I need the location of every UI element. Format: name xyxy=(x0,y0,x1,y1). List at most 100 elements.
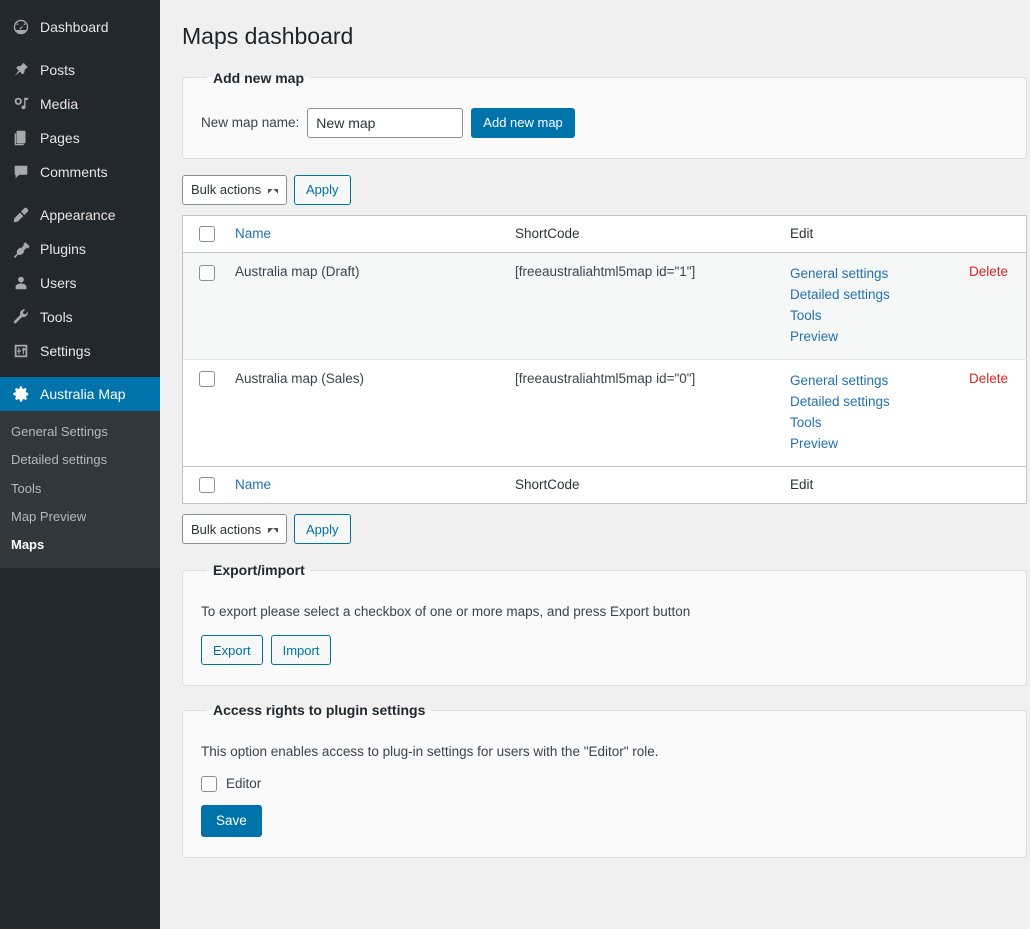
row-select-cell xyxy=(182,252,225,360)
access-rights-legend: Access rights to plugin settings xyxy=(213,702,426,719)
sidebar-subitem-tools[interactable]: Tools xyxy=(11,480,42,496)
row-shortcode: [freeaustraliahtml5map id="1"] xyxy=(505,252,780,360)
sidebar-item-dashboard[interactable]: Dashboard xyxy=(0,10,160,44)
sidebar-divider xyxy=(0,44,160,53)
sidebar-item-australia-map[interactable]: Australia Map xyxy=(0,377,168,411)
sidebar-item-label: Dashboard xyxy=(40,19,109,35)
table-row: Australia map (Sales) [freeaustraliahtml… xyxy=(182,359,1027,467)
editor-checkbox-label: Editor xyxy=(226,776,262,792)
row-link-tools[interactable]: Tools xyxy=(790,308,822,324)
sidebar-item-plugins[interactable]: Plugins xyxy=(0,232,160,266)
apply-button-top[interactable]: Apply xyxy=(294,174,351,205)
sidebar-item-label: Comments xyxy=(40,164,108,180)
column-header-shortcode: ShortCode xyxy=(505,215,780,253)
main-content: Maps dashboard Add new map New map name:… xyxy=(160,0,1030,929)
sidebar-item-label: Tools xyxy=(40,309,73,325)
bulk-actions-select-bottom[interactable]: Bulk actions xyxy=(182,514,287,545)
sidebar-item-posts[interactable]: Posts xyxy=(0,53,160,87)
sidebar-item-pages[interactable]: Pages xyxy=(0,121,160,155)
comments-icon xyxy=(11,162,31,182)
select-all-checkbox-top[interactable] xyxy=(199,226,215,243)
add-new-map-legend: Add new map xyxy=(213,69,305,86)
row-link-preview[interactable]: Preview xyxy=(790,329,839,345)
row-shortcode: [freeaustraliahtml5map id="0"] xyxy=(505,359,780,467)
select-all-checkbox-bottom[interactable] xyxy=(199,477,215,494)
maps-table-body: Australia map (Draft) [freeaustraliahtml… xyxy=(182,252,1027,467)
import-button[interactable]: Import xyxy=(270,635,332,666)
sidebar-item-label: Users xyxy=(40,275,77,291)
media-icon xyxy=(11,94,31,114)
sidebar-item-label: Australia Map xyxy=(40,386,126,402)
access-rights-description: This option enables access to plug-in se… xyxy=(201,744,659,760)
row-name: Australia map (Sales) xyxy=(225,359,505,467)
sidebar-subitem-map-preview[interactable]: Map Preview xyxy=(11,508,87,524)
export-import-buttons: Export Import xyxy=(201,635,1008,666)
admin-sidebar: Dashboard Posts Media Pages Commen xyxy=(0,0,168,929)
table-footer-row: Name ShortCode Edit xyxy=(182,466,1027,504)
sidebar-item-appearance[interactable]: Appearance xyxy=(0,198,160,232)
column-footer-name[interactable]: Name xyxy=(225,466,505,504)
sidebar-item-comments[interactable]: Comments xyxy=(0,155,160,189)
column-footer-edit: Edit xyxy=(780,466,938,504)
sidebar-divider xyxy=(0,189,160,198)
row-select-cell xyxy=(182,359,225,467)
sidebar-divider xyxy=(0,368,160,377)
column-header-edit: Edit xyxy=(780,215,938,253)
add-new-map-button[interactable]: Add new map xyxy=(471,107,575,138)
row-link-preview[interactable]: Preview xyxy=(790,435,839,451)
new-map-name-input[interactable] xyxy=(307,107,464,138)
column-header-name[interactable]: Name xyxy=(225,215,505,253)
row-edit-links: General settings Detailed settings Tools… xyxy=(780,359,938,467)
pin-icon xyxy=(11,60,31,80)
access-rights-panel: Access rights to plugin settings This op… xyxy=(182,702,1027,858)
sidebar-item-tools[interactable]: Tools xyxy=(0,300,160,334)
pages-icon xyxy=(11,128,31,148)
bulk-actions-select-top[interactable]: Bulk actions xyxy=(182,174,287,205)
maps-table-foot: Name ShortCode Edit xyxy=(182,466,1027,504)
row-delete-link[interactable]: Delete xyxy=(968,371,1008,387)
sidebar-item-media[interactable]: Media xyxy=(0,87,160,121)
column-footer-shortcode: ShortCode xyxy=(505,466,780,504)
wrench-icon xyxy=(11,307,31,327)
maps-table-head: Name ShortCode Edit xyxy=(182,215,1027,253)
brush-icon xyxy=(11,205,31,225)
row-delete-link[interactable]: Delete xyxy=(968,264,1008,280)
sidebar-item-settings[interactable]: Settings xyxy=(0,334,160,368)
sidebar-item-label: Settings xyxy=(40,343,91,359)
plug-icon xyxy=(11,239,31,259)
page-title: Maps dashboard xyxy=(182,23,354,49)
export-button[interactable]: Export xyxy=(201,635,263,666)
column-header-delete xyxy=(937,215,1027,253)
save-button[interactable]: Save xyxy=(201,804,262,837)
row-link-general-settings[interactable]: General settings xyxy=(790,373,889,389)
sidebar-item-label: Pages xyxy=(40,130,80,146)
row-link-detailed-settings[interactable]: Detailed settings xyxy=(790,393,890,409)
row-link-general-settings[interactable]: General settings xyxy=(790,266,889,282)
row-link-detailed-settings[interactable]: Detailed settings xyxy=(790,287,890,303)
bulk-actions-bar-top: Bulk actions Apply xyxy=(182,174,1027,205)
sidebar-subitem-detailed-settings[interactable]: Detailed settings xyxy=(11,452,108,468)
row-checkbox[interactable] xyxy=(199,264,215,281)
dashboard-icon xyxy=(11,17,31,37)
editor-checkbox-row: Editor xyxy=(201,775,1008,792)
table-row: Australia map (Draft) [freeaustraliahtml… xyxy=(182,252,1027,360)
export-import-panel: Export/import To export please select a … xyxy=(182,562,1027,687)
row-checkbox[interactable] xyxy=(199,371,215,388)
row-link-tools[interactable]: Tools xyxy=(790,414,822,430)
editor-checkbox[interactable] xyxy=(201,775,217,792)
sidebar-item-label: Posts xyxy=(40,62,76,78)
sidebar-item-label: Plugins xyxy=(40,241,86,257)
user-icon xyxy=(11,273,31,293)
sidebar-item-label: Media xyxy=(40,96,79,112)
sidebar-item-label: Appearance xyxy=(40,207,116,223)
row-delete-cell: Delete xyxy=(937,252,1027,360)
column-footer-delete xyxy=(937,466,1027,504)
sidebar-item-users[interactable]: Users xyxy=(0,266,160,300)
apply-button-bottom[interactable]: Apply xyxy=(294,514,351,545)
sidebar-subitem-general-settings[interactable]: General Settings xyxy=(11,424,108,439)
select-all-header xyxy=(182,215,225,253)
sidebar-subitem-maps[interactable]: Maps xyxy=(11,537,45,552)
maps-table: Name ShortCode Edit Australia map (Draft… xyxy=(182,214,1027,505)
select-all-footer xyxy=(182,466,225,504)
